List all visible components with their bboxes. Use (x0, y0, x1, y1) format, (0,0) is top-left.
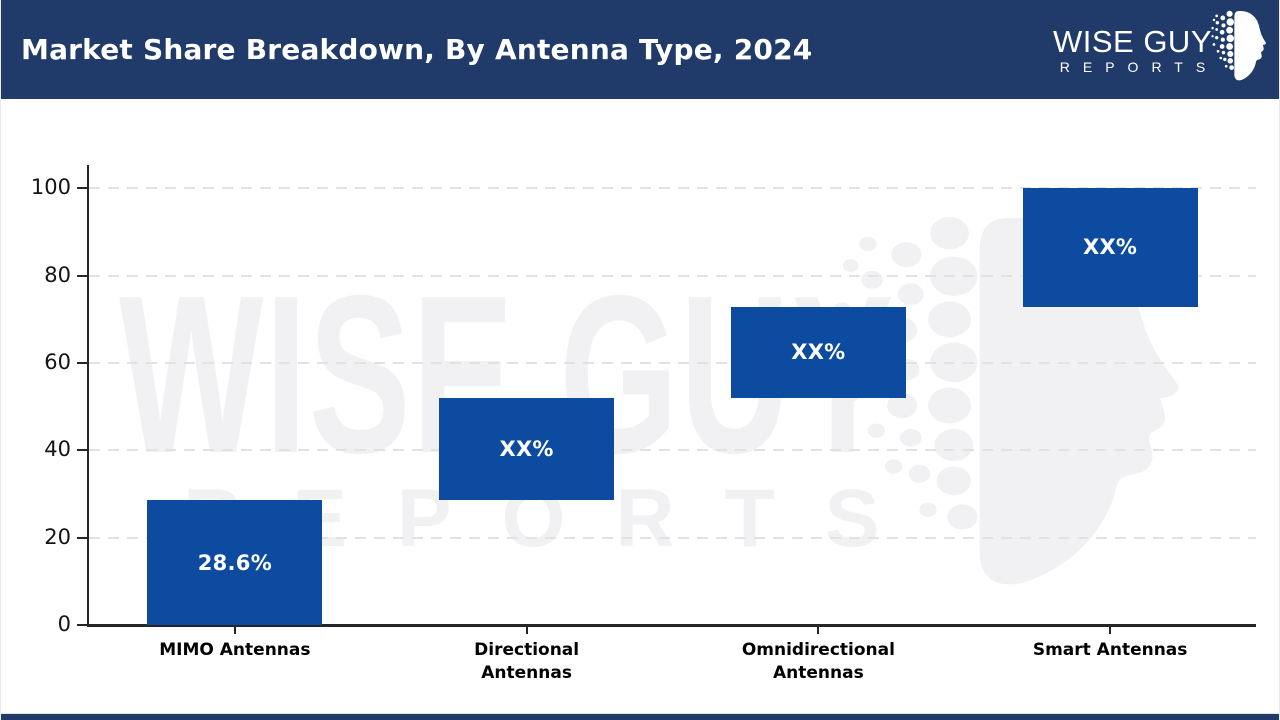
y-tick-label: 0 (57, 612, 71, 636)
bar: XX% (730, 306, 906, 399)
y-tick-label: 100 (30, 175, 71, 200)
gridline (89, 536, 1256, 539)
header: Market Share Breakdown, By Antenna Type,… (1, 0, 1279, 99)
gridline (89, 361, 1256, 364)
x-tick-label: Directional Antennas (474, 640, 580, 683)
y-tick-mark (77, 449, 87, 452)
logo-head-icon (1211, 10, 1266, 81)
x-tick-mark (233, 625, 236, 634)
gridline (89, 274, 1256, 277)
x-tick-mark (817, 625, 820, 634)
y-tick-mark (77, 624, 87, 626)
y-tick-mark (77, 361, 87, 364)
plot-area: 0 20 40 60 80 100 28.6% MIMO Antennas XX% Directi… (31, 165, 1256, 683)
x-tick-mark (1109, 625, 1112, 634)
logo-wordmark: WISE GUY (1052, 23, 1212, 59)
bar: XX% (439, 398, 615, 501)
y-tick-mark (77, 536, 87, 539)
x-tick-label: Smart Antennas (1032, 640, 1188, 660)
y-tick-label: 60 (44, 349, 71, 374)
y-tick-label: 40 (44, 437, 71, 462)
x-axis-line (87, 624, 1256, 627)
bar: 28.6% (147, 500, 323, 625)
y-tick-mark (77, 187, 87, 190)
x-tick-label: Omnidirectional Antennas (741, 640, 895, 683)
brand-logo: WISE GUY REPORTS (1053, 10, 1267, 84)
y-axis-line (87, 165, 89, 627)
y-tick-mark (77, 274, 87, 277)
bar-value-label: 28.6% (197, 550, 273, 575)
bar: XX% (1022, 188, 1198, 307)
x-tick-mark (525, 625, 528, 634)
y-tick-label: 20 (44, 524, 71, 549)
brand-logo-text: WISE GUY REPORTS (1053, 26, 1212, 74)
logo-subtitle: REPORTS (1059, 58, 1219, 75)
bar-value-label: XX% (791, 340, 846, 365)
y-tick-label: 80 (44, 262, 71, 287)
footer-bar (1, 713, 1279, 720)
gridline (89, 449, 1256, 452)
chart-title: Market Share Breakdown, By Antenna Type,… (21, 33, 813, 66)
gridline (89, 187, 1256, 190)
x-tick-label: MIMO Antennas (159, 640, 311, 660)
bar-value-label: XX% (499, 437, 554, 462)
bar-value-label: XX% (1082, 235, 1138, 260)
